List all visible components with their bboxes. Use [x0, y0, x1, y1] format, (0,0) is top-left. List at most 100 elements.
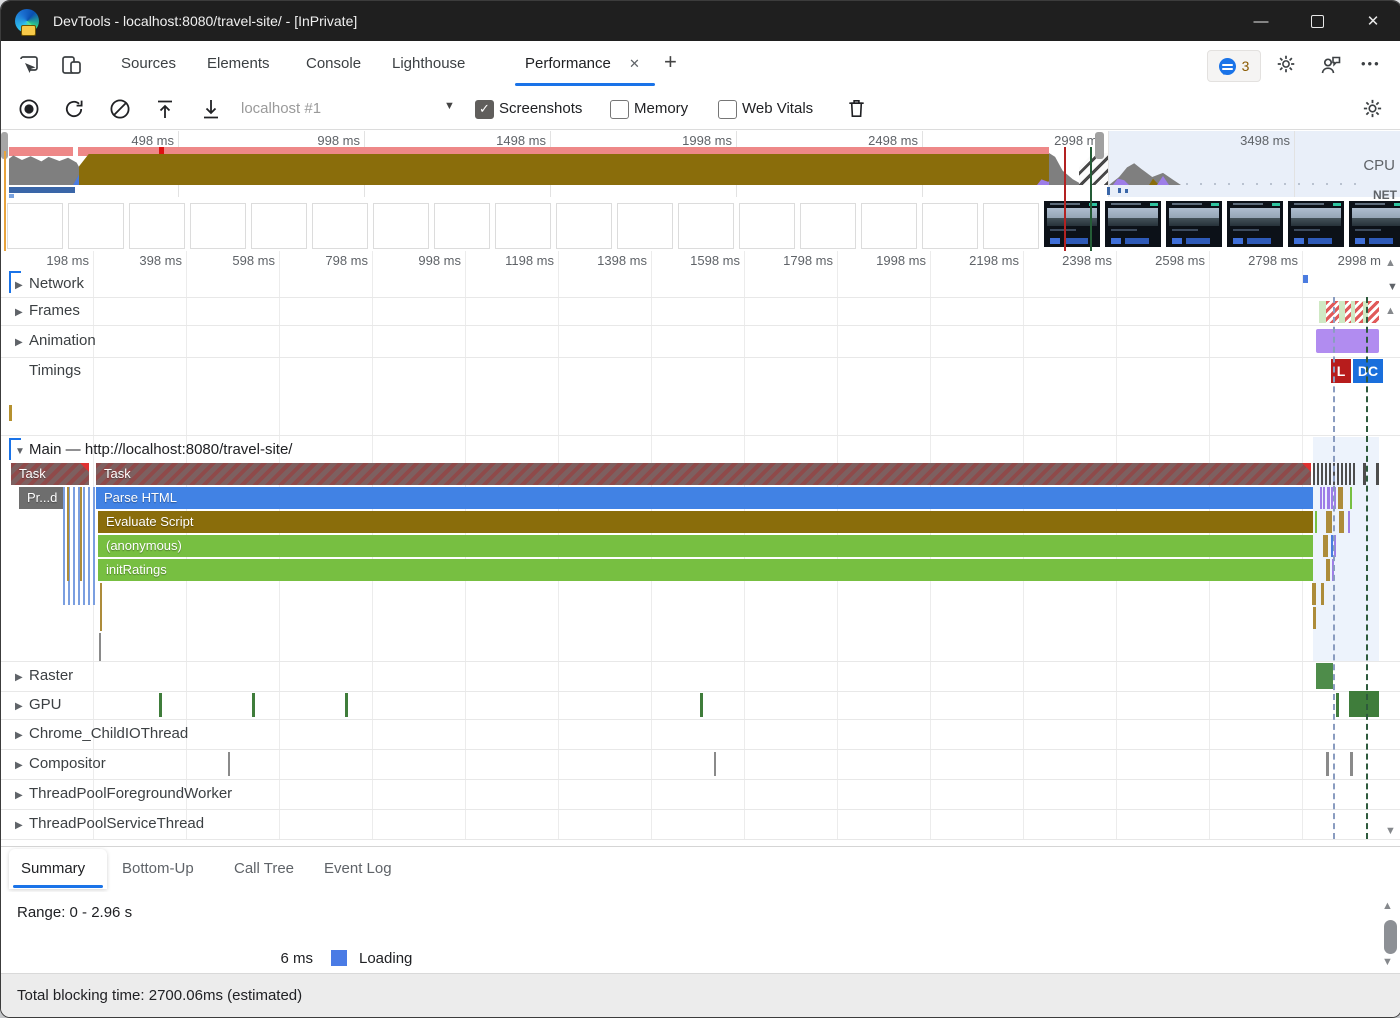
scroll-up-icon[interactable]: ▲: [1385, 257, 1396, 269]
disclosure-triangle-icon[interactable]: ▶: [15, 280, 23, 291]
summary-scrollbar-thumb[interactable]: [1384, 920, 1397, 954]
compositor-tick[interactable]: [1350, 752, 1353, 776]
disclosure-triangle-icon[interactable]: ▶: [15, 337, 23, 348]
screenshot-thumbnail[interactable]: [373, 203, 429, 249]
clear-button[interactable]: [108, 97, 132, 121]
settings-button[interactable]: [1275, 53, 1297, 75]
track-chrome-childio[interactable]: ▶ Chrome_ChildIOThread: [15, 722, 188, 746]
maximize-button[interactable]: [1289, 1, 1345, 41]
gpu-task-tick[interactable]: [345, 693, 348, 717]
compositor-tick[interactable]: [714, 752, 716, 776]
screenshots-label[interactable]: Screenshots: [499, 100, 583, 117]
track-network[interactable]: ▶ Network: [15, 272, 84, 296]
flame-micro-task[interactable]: [1363, 463, 1366, 485]
profile-dropdown-icon[interactable]: ▼: [444, 100, 455, 112]
overview-right-handle[interactable]: [1095, 132, 1104, 159]
frame-dropped[interactable]: [1345, 301, 1351, 323]
screenshot-thumbnail[interactable]: [129, 203, 185, 249]
tab-lighthouse[interactable]: Lighthouse: [392, 55, 466, 72]
tracks-scrollbar-track[interactable]: [1383, 251, 1400, 839]
disclosure-triangle-icon[interactable]: ▼: [15, 446, 25, 457]
flame-micro-tasks[interactable]: [1313, 463, 1357, 485]
frame-dropped[interactable]: [1326, 301, 1339, 323]
tab-performance-close-icon[interactable]: ✕: [629, 56, 640, 71]
tab-console[interactable]: Console: [306, 55, 362, 72]
screenshot-thumbnail[interactable]: [190, 203, 246, 249]
track-compositor[interactable]: ▶ Compositor: [15, 752, 106, 776]
screenshot-thumbnail[interactable]: [1227, 201, 1283, 247]
load-marker-badge[interactable]: L: [1331, 359, 1351, 383]
flame-task-short[interactable]: Task: [11, 463, 89, 485]
track-threadpool-service[interactable]: ▶ ThreadPoolServiceThread: [15, 812, 204, 836]
track-gpu[interactable]: ▶ GPU: [15, 693, 62, 717]
tab-bottom-up[interactable]: Bottom-Up: [122, 860, 194, 877]
screenshot-thumbnail[interactable]: [1166, 201, 1222, 247]
record-button[interactable]: [17, 97, 41, 121]
flame-anonymous[interactable]: (anonymous): [98, 535, 1313, 557]
track-raster[interactable]: ▶ Raster: [15, 664, 73, 688]
add-tab-button[interactable]: +: [664, 49, 677, 74]
screenshot-thumbnail[interactable]: [556, 203, 612, 249]
tab-summary[interactable]: Summary: [21, 860, 86, 877]
track-threadpool-fg[interactable]: ▶ ThreadPoolForegroundWorker: [15, 782, 232, 806]
load-profile-button[interactable]: [153, 97, 177, 121]
gpu-task-tick[interactable]: [159, 693, 162, 717]
scroll-up-icon[interactable]: ▲: [1385, 305, 1396, 317]
frame-ok[interactable]: [1351, 301, 1355, 323]
disclosure-triangle-icon[interactable]: ▶: [15, 672, 23, 683]
issues-button[interactable]: 3: [1207, 50, 1261, 82]
flame-micro-task[interactable]: [1376, 463, 1379, 485]
scroll-down-icon[interactable]: ▼: [1387, 281, 1398, 293]
track-frames[interactable]: ▶ Frames: [15, 299, 80, 323]
screenshot-thumbnail[interactable]: [983, 203, 1039, 249]
device-toolbar-button[interactable]: [59, 53, 83, 77]
disclosure-triangle-icon[interactable]: ▶: [15, 730, 23, 741]
track-main[interactable]: ▼ Main — http://localhost:8080/travel-sit…: [15, 438, 292, 462]
scroll-up-icon[interactable]: ▲: [1382, 900, 1393, 912]
disclosure-triangle-icon[interactable]: ▶: [15, 701, 23, 712]
animation-bar[interactable]: [1316, 329, 1379, 353]
screenshot-thumbnail[interactable]: [1288, 201, 1344, 247]
screenshot-thumbnail[interactable]: [1105, 201, 1161, 247]
tab-event-log[interactable]: Event Log: [324, 860, 392, 877]
flame-preload[interactable]: Pr...d: [19, 487, 63, 509]
screenshot-thumbnail[interactable]: [922, 203, 978, 249]
frame-ok[interactable]: [1339, 301, 1345, 323]
memory-label[interactable]: Memory: [634, 100, 689, 117]
web-vitals-checkbox[interactable]: [718, 100, 737, 119]
screenshot-thumbnail[interactable]: [1349, 201, 1400, 247]
capture-settings-button[interactable]: [1361, 97, 1384, 120]
compositor-tick[interactable]: [1326, 752, 1329, 776]
scroll-down-icon[interactable]: ▼: [1385, 825, 1396, 837]
screenshot-thumbnail[interactable]: [251, 203, 307, 249]
tab-elements[interactable]: Elements: [207, 55, 270, 72]
disclosure-triangle-icon[interactable]: ▶: [15, 307, 23, 318]
minimize-button[interactable]: —: [1233, 1, 1289, 41]
gpu-task-tick[interactable]: [1336, 693, 1339, 717]
gpu-task-bar[interactable]: [1349, 691, 1379, 717]
flame-task-long[interactable]: Task: [96, 463, 1311, 485]
frame-ok[interactable]: [1319, 301, 1326, 323]
reload-and-record-button[interactable]: [62, 97, 86, 121]
delete-recording-button[interactable]: [845, 97, 868, 120]
disclosure-triangle-icon[interactable]: ▶: [15, 760, 23, 771]
gpu-task-tick[interactable]: [700, 693, 703, 717]
disclosure-triangle-icon[interactable]: ▶: [15, 820, 23, 831]
overview-left-handle[interactable]: [1, 132, 8, 159]
gpu-task-tick[interactable]: [252, 693, 255, 717]
screenshot-thumbnail[interactable]: [495, 203, 551, 249]
flame-evaluate-script[interactable]: Evaluate Script: [98, 511, 1313, 533]
screenshot-thumbnail[interactable]: [678, 203, 734, 249]
frame-dropped[interactable]: [1368, 301, 1379, 323]
dcl-marker-badge[interactable]: DC: [1353, 359, 1383, 383]
more-options-button[interactable]: •••: [1361, 56, 1381, 71]
screenshot-thumbnail[interactable]: [861, 203, 917, 249]
tab-sources[interactable]: Sources: [121, 55, 177, 72]
disclosure-triangle-icon[interactable]: ▶: [15, 790, 23, 801]
network-request-chip[interactable]: [1303, 275, 1308, 283]
screenshot-thumbnail[interactable]: [312, 203, 368, 249]
screenshot-thumbnail[interactable]: [800, 203, 856, 249]
memory-checkbox[interactable]: [610, 100, 629, 119]
scroll-down-icon[interactable]: ▼: [1382, 956, 1393, 968]
feedback-button[interactable]: [1319, 53, 1343, 77]
